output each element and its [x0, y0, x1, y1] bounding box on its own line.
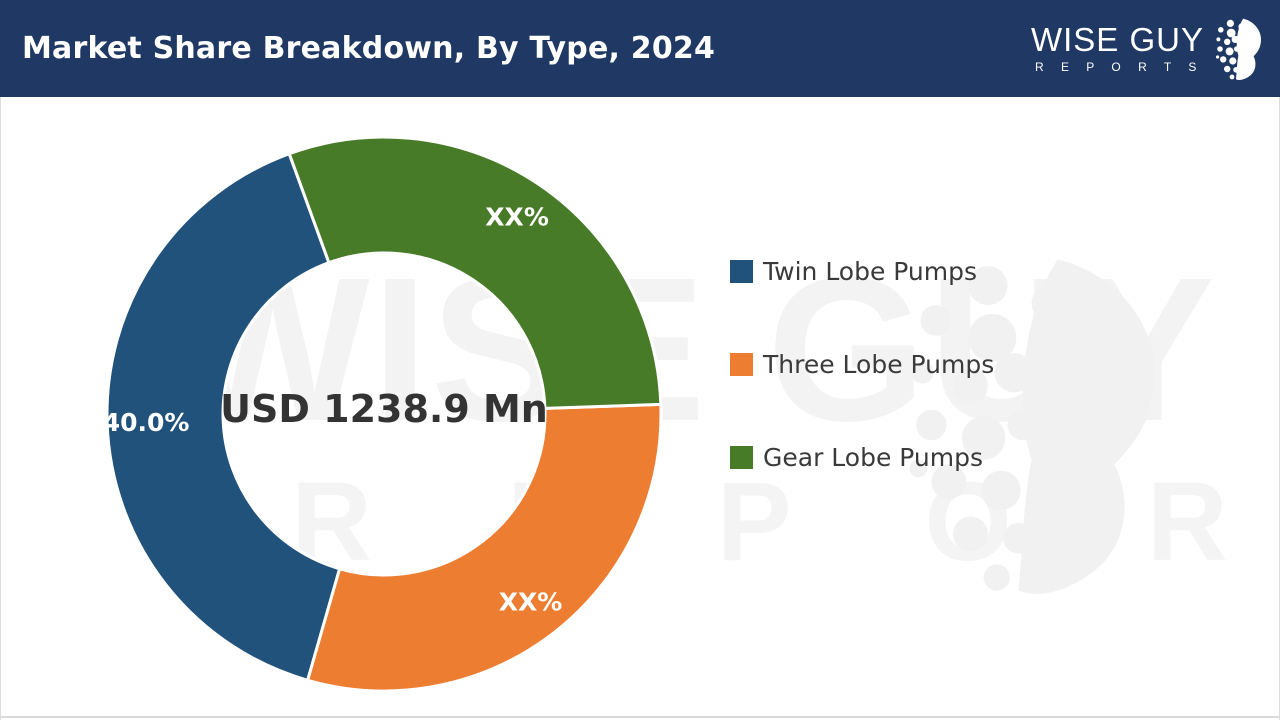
donut-chart: 40.0% XX% XX% USD 1238.9 Mn [103, 135, 663, 693]
chart-legend: Twin Lobe Pumps Three Lobe Pumps Gear Lobe… [730, 257, 994, 472]
brand-subtitle: R E P O R T S [1034, 60, 1204, 74]
legend-label: Twin Lobe Pumps [763, 257, 978, 286]
legend-swatch [730, 260, 753, 283]
donut-segment-gear-lobe-pumps [287, 135, 663, 410]
bottom-divider [0, 716, 1280, 718]
segment-percent-label: 40.0% [103, 408, 190, 437]
brand-text: WISE GUY R E P O R T S [1031, 23, 1204, 74]
donut-segments [105, 135, 663, 693]
donut-segment-three-lobe-pumps [306, 402, 663, 693]
segment-percent-label: XX% [485, 202, 549, 231]
donut-segment-twin-lobe-pumps [105, 152, 342, 682]
legend-item: Twin Lobe Pumps [730, 257, 994, 286]
segment-percent-label: XX% [499, 587, 563, 616]
brand-name: WISE GUY [1030, 21, 1204, 58]
legend-label: Three Lobe Pumps [763, 350, 995, 379]
brand-logo: WISE GUY R E P O R T S [1031, 12, 1264, 86]
legend-label: Gear Lobe Pumps [763, 443, 984, 472]
page-title: Market Share Breakdown, By Type, 2024 [22, 31, 716, 66]
chart-area: WISE GUY R E P O R T S [0, 97, 1280, 720]
wise-guy-face-icon [1216, 18, 1262, 80]
donut-center-value: USD 1238.9 Mn [220, 387, 548, 431]
legend-item: Gear Lobe Pumps [730, 443, 994, 472]
legend-item: Three Lobe Pumps [730, 350, 994, 379]
legend-swatch [730, 353, 753, 376]
app-header: Market Share Breakdown, By Type, 2024 WI… [0, 0, 1280, 97]
donut-percent-labels: 40.0% XX% XX% [103, 202, 563, 616]
legend-swatch [730, 446, 753, 469]
